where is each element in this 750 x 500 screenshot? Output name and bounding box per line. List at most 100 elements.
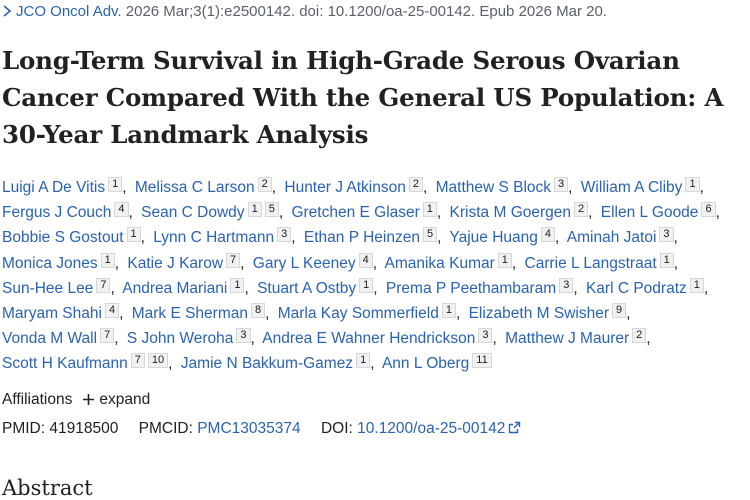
affiliation-number[interactable]: 11 — [472, 353, 492, 369]
affiliation-number[interactable]: 3 — [236, 328, 251, 344]
affiliation-number[interactable]: 1 — [685, 177, 700, 192]
author-name[interactable]: Ann L Oberg — [381, 355, 470, 373]
affiliation-number[interactable]: 2 — [408, 177, 423, 192]
affiliation-number[interactable]: 1 — [441, 303, 456, 319]
journal-link[interactable]: JCO Oncol Adv. — [16, 3, 122, 20]
affiliation-number[interactable]: 2 — [632, 328, 647, 344]
author-name[interactable]: Krista M Goergen — [449, 204, 572, 222]
affiliation-number[interactable]: 1 — [659, 252, 674, 268]
author: Karl C Podratz 1 — [585, 277, 712, 297]
author: Hunter J Atkinson 2 — [284, 177, 431, 196]
author: Marla Kay Sommerfield 1 — [277, 303, 464, 323]
author-name[interactable]: Maryam Shahi — [2, 305, 102, 323]
affiliation-number[interactable]: 7 — [130, 353, 145, 369]
author: Sean C Dowdy 1 5 — [141, 202, 287, 222]
affiliation-number[interactable]: 1 — [100, 252, 115, 268]
author-name[interactable]: Sun-Hee Lee — [2, 279, 94, 297]
pmcid-link[interactable]: PMC13035374 — [197, 420, 301, 437]
author-name[interactable]: Luigi A De Vitis — [2, 179, 106, 196]
affiliation-number[interactable]: 1 — [356, 353, 371, 369]
affiliation-number[interactable]: 8 — [250, 303, 266, 319]
author: Maryam Shahi 4 — [2, 303, 127, 323]
author-name[interactable]: Elizabeth M Swisher — [468, 305, 609, 323]
affiliation-number[interactable]: 4 — [104, 303, 120, 319]
affiliation-number[interactable]: 5 — [422, 227, 438, 243]
author-name[interactable]: Karl C Podratz — [585, 279, 687, 297]
author: Jamie N Bakkum-Gamez 1 — [180, 353, 379, 373]
affiliation-number[interactable]: 1 — [689, 277, 704, 293]
author: Matthew S Block 3 — [435, 177, 576, 196]
author-name[interactable]: Lynn C Hartmann — [153, 229, 275, 247]
affiliation-number[interactable]: 2 — [257, 177, 272, 192]
affiliation-number[interactable]: 1 — [230, 277, 245, 293]
author-name[interactable]: Bobbie S Gostout — [2, 229, 124, 247]
doi-link[interactable]: 10.1200/oa-25-00142 — [357, 420, 506, 437]
author-name[interactable]: Yajue Huang — [449, 229, 538, 247]
author-name[interactable]: Jamie N Bakkum-Gamez — [180, 355, 354, 373]
affiliation-number[interactable]: 7 — [96, 277, 111, 293]
affiliation-number[interactable]: 1 — [422, 202, 437, 218]
affiliation-number[interactable]: 7 — [100, 328, 115, 344]
affiliation-number[interactable]: 1 — [247, 202, 262, 218]
affiliation-number[interactable]: 3 — [478, 328, 493, 344]
affiliation-number[interactable]: 7 — [226, 252, 241, 268]
author-name[interactable]: Marla Kay Sommerfield — [277, 305, 439, 323]
affiliation-number[interactable]: 4 — [540, 227, 556, 243]
author-name[interactable]: Sean C Dowdy — [141, 204, 245, 222]
affiliation-number[interactable]: 9 — [611, 303, 627, 319]
author-name[interactable]: Ellen L Goode — [600, 204, 699, 222]
author-name[interactable]: Stuart A Ostby — [257, 279, 357, 297]
author-name[interactable]: Andrea E Wahner Hendrickson — [262, 330, 476, 348]
abstract-heading: Abstract — [2, 476, 93, 500]
author: Melissa C Larson 2 — [134, 177, 280, 196]
author: Krista M Goergen 2 — [449, 202, 596, 222]
author-name[interactable]: Scott H Kaufmann — [2, 355, 128, 373]
author-name[interactable]: Monica Jones — [2, 254, 98, 272]
author-name[interactable]: Vonda M Wall — [2, 330, 98, 348]
affiliation-number[interactable]: 4 — [358, 252, 373, 268]
author-name[interactable]: Prema P Peethambaram — [385, 279, 557, 297]
author-name[interactable]: Matthew S Block — [435, 179, 552, 196]
author: Amanika Kumar 1 — [384, 252, 520, 272]
affiliation-number[interactable]: 3 — [659, 227, 674, 243]
affiliation-number[interactable]: 1 — [497, 252, 512, 268]
affiliation-number[interactable]: 1 — [126, 227, 141, 243]
identifiers: PMID: 41918500 PMCID: PMC13035374 DOI: 1… — [2, 420, 521, 438]
affiliation-number[interactable]: 3 — [554, 177, 569, 192]
author-name[interactable]: Melissa C Larson — [134, 179, 255, 196]
affiliation-number[interactable]: 4 — [114, 202, 129, 218]
author-name[interactable]: William A Cliby — [580, 179, 683, 196]
author-name[interactable]: Katie J Karow — [127, 254, 224, 272]
affiliation-number[interactable]: 2 — [574, 202, 589, 218]
author-name[interactable]: Fergus J Couch — [2, 204, 112, 222]
affiliation-number[interactable]: 3 — [559, 277, 574, 293]
author-name[interactable]: Gary L Keeney — [252, 254, 356, 272]
author-name[interactable]: Matthew J Maurer — [505, 330, 630, 348]
author: Ellen L Goode 6 — [600, 202, 724, 222]
author: Lynn C Hartmann 3 — [153, 227, 300, 247]
affiliation-number[interactable]: 5 — [264, 202, 279, 218]
affiliation-number[interactable]: 10 — [147, 353, 169, 369]
author-name[interactable]: S John Weroha — [126, 330, 234, 348]
affiliation-number[interactable]: 1 — [359, 277, 374, 293]
author-name[interactable]: Andrea Mariani — [122, 279, 228, 297]
author: Stuart A Ostby 1 — [257, 277, 382, 297]
affiliation-number[interactable]: 3 — [277, 227, 292, 243]
author-name[interactable]: Mark E Sherman — [131, 305, 248, 323]
affiliation-number[interactable]: 1 — [108, 177, 123, 192]
expand-button[interactable]: expand — [99, 391, 151, 408]
author-name[interactable]: Gretchen E Glaser — [291, 204, 420, 222]
author-name[interactable]: Aminah Jatoi — [566, 229, 657, 247]
plus-icon[interactable] — [82, 393, 95, 406]
author-name[interactable]: Ethan P Heinzen — [303, 229, 420, 247]
author-name[interactable]: Hunter J Atkinson — [284, 179, 406, 196]
author: Gary L Keeney 4 — [252, 252, 381, 272]
author-name[interactable]: Carrie L Langstraat — [524, 254, 657, 272]
author: Yajue Huang 4 — [449, 227, 563, 247]
affiliation-number[interactable]: 6 — [701, 202, 716, 218]
pmid-label: PMID: — [2, 420, 46, 437]
author-name[interactable]: Amanika Kumar — [384, 254, 495, 272]
author: Bobbie S Gostout 1 — [2, 227, 149, 247]
